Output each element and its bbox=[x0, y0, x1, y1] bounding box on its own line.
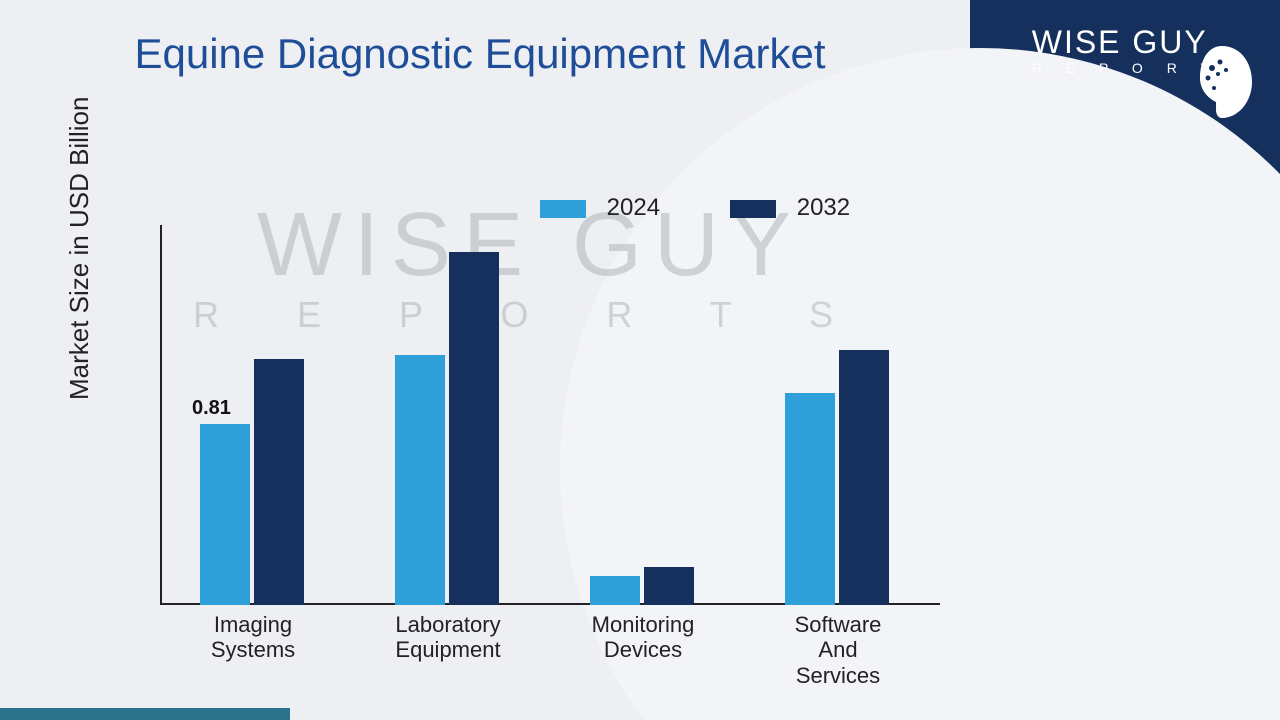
plot-area: 0.81 bbox=[160, 225, 940, 605]
bar-2032 bbox=[839, 350, 889, 605]
bar-value-label: 0.81 bbox=[192, 397, 231, 420]
legend-label-2024: 2024 bbox=[607, 194, 660, 221]
legend-swatch-2032 bbox=[730, 200, 776, 218]
category-label: SoftwareAndServices bbox=[753, 612, 923, 688]
bar-2032 bbox=[449, 252, 499, 605]
legend-item-2024: 2024 bbox=[540, 194, 660, 222]
wiseguy-logo: WISE GUY R E P O R T S bbox=[1032, 26, 1252, 76]
category-label: MonitoringDevices bbox=[558, 612, 728, 663]
legend: 2024 2032 bbox=[540, 194, 850, 222]
bar-chart: 0.81 bbox=[120, 225, 940, 605]
y-axis-line bbox=[160, 225, 162, 605]
bar-2024 bbox=[590, 576, 640, 605]
bar-2024 bbox=[395, 355, 445, 605]
bar-2024 bbox=[785, 393, 835, 605]
bar-2032 bbox=[254, 359, 304, 605]
category-label: ImagingSystems bbox=[168, 612, 338, 663]
bar-2024 bbox=[200, 424, 250, 605]
logo-head-icon bbox=[1190, 44, 1254, 120]
legend-item-2032: 2032 bbox=[730, 194, 850, 222]
category-label: LaboratoryEquipment bbox=[363, 612, 533, 663]
legend-swatch-2024 bbox=[540, 200, 586, 218]
legend-label-2032: 2032 bbox=[797, 194, 850, 221]
y-axis-label: Market Size in USD Billion bbox=[64, 97, 95, 400]
bar-2032 bbox=[644, 567, 694, 605]
chart-title: Equine Diagnostic Equipment Market bbox=[70, 30, 890, 78]
bottom-accent-bar bbox=[0, 708, 290, 720]
